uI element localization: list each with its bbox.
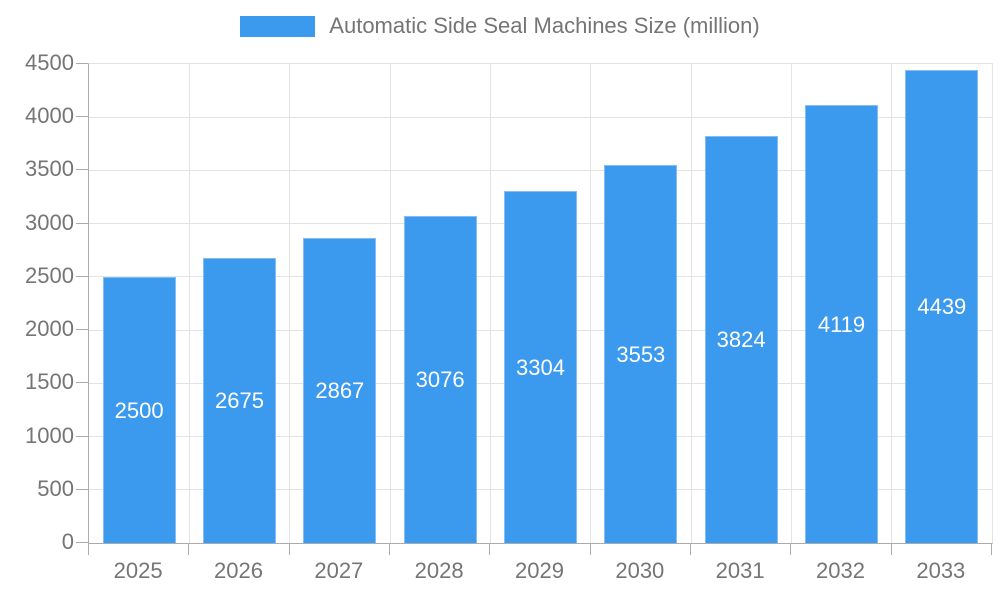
y-gridline (89, 169, 992, 171)
x-axis-tick-label: 2030 (615, 558, 665, 583)
legend[interactable]: Automatic Side Seal Machines Size (milli… (0, 13, 1000, 39)
x-axis-tick-icon (690, 543, 691, 555)
x-axis-tick-icon (991, 543, 992, 555)
x-axis-tick-label: 2033 (916, 558, 966, 583)
x-axis-tick-icon (88, 543, 89, 555)
y-axis-tick-icon (76, 63, 88, 64)
bar-2032[interactable]: 4119 (805, 105, 878, 543)
x-axis-tick-icon (288, 543, 290, 555)
x-axis-tick-icon (790, 543, 792, 555)
y-axis-tick-icon (76, 435, 88, 437)
bar-value-label: 2867 (315, 378, 365, 403)
bar-value-label: 3553 (616, 341, 666, 367)
x-axis-tick-label: 2027 (314, 558, 364, 583)
x-gridline (891, 64, 893, 543)
x-axis-tick-label: 2029 (515, 558, 564, 583)
bar-2030[interactable]: 3553 (604, 165, 678, 543)
y-axis-tick-icon (76, 488, 88, 490)
y-axis-tick-label: 500 (37, 475, 74, 501)
y-axis-tick-label: 4500 (25, 50, 74, 75)
bar-value-label: 3824 (716, 327, 766, 352)
y-axis-tick-label: 4000 (25, 103, 74, 129)
y-axis-tick-label: 3000 (25, 209, 74, 235)
x-gridline (188, 64, 190, 543)
x-gridline (389, 64, 391, 543)
plot-area: 2500 2675 2867 3076 3304 3553 3824 4119 4439 (88, 63, 993, 544)
bar-value-label: 3076 (415, 367, 465, 392)
bar-value-label: 4119 (817, 311, 866, 337)
x-gridline (289, 64, 291, 543)
legend-swatch-icon (240, 15, 316, 37)
y-axis-tick-label: 1000 (25, 422, 74, 448)
y-axis-tick-label: 1500 (25, 369, 74, 395)
x-axis-tick-icon (389, 543, 390, 555)
x-axis-tick-icon (890, 543, 892, 555)
y-axis-tick-icon (76, 222, 88, 224)
y-axis-tick-label: 0 (61, 529, 74, 554)
y-axis-tick-icon (76, 329, 88, 331)
y-axis-tick-icon (76, 169, 88, 171)
bar-2027[interactable]: 2867 (303, 238, 377, 543)
legend-label: Automatic Side Seal Machines Size (milli… (329, 13, 760, 38)
x-axis-tick-label: 2032 (816, 558, 865, 583)
bar-2026[interactable]: 2675 (203, 258, 276, 543)
bar-2033[interactable]: 4439 (905, 70, 979, 543)
x-axis-tick-icon (589, 543, 591, 555)
x-axis-tick-icon (188, 543, 190, 555)
y-axis-tick-label: 2000 (25, 316, 74, 342)
x-axis-tick-label: 2025 (113, 558, 163, 583)
bar-value-label: 4439 (917, 294, 967, 319)
y-axis-tick-icon (76, 116, 88, 118)
bar-2029[interactable]: 3304 (504, 191, 577, 543)
bar-2031[interactable]: 3824 (704, 136, 778, 543)
bar-2025[interactable]: 2500 (102, 277, 176, 543)
bar-value-label: 3304 (516, 354, 565, 380)
x-gridline (590, 64, 592, 543)
y-axis-tick-label: 3500 (25, 156, 74, 182)
y-axis-tick-icon (76, 275, 88, 277)
x-gridline (790, 64, 792, 543)
x-gridline (489, 64, 491, 543)
x-axis-tick-label: 2028 (414, 558, 464, 583)
y-axis-tick-label: 2500 (25, 262, 74, 288)
x-axis-tick-icon (489, 543, 491, 555)
x-axis-tick-label: 2026 (214, 558, 263, 583)
x-axis-tick-label: 2031 (715, 558, 765, 583)
y-axis-tick-icon (76, 382, 88, 384)
x-gridline (690, 64, 692, 543)
bar-value-label: 2675 (215, 388, 264, 413)
bar-2028[interactable]: 3076 (403, 216, 477, 543)
bar-value-label: 2500 (114, 397, 164, 423)
y-gridline (89, 116, 992, 118)
y-axis-tick-icon (76, 542, 88, 543)
